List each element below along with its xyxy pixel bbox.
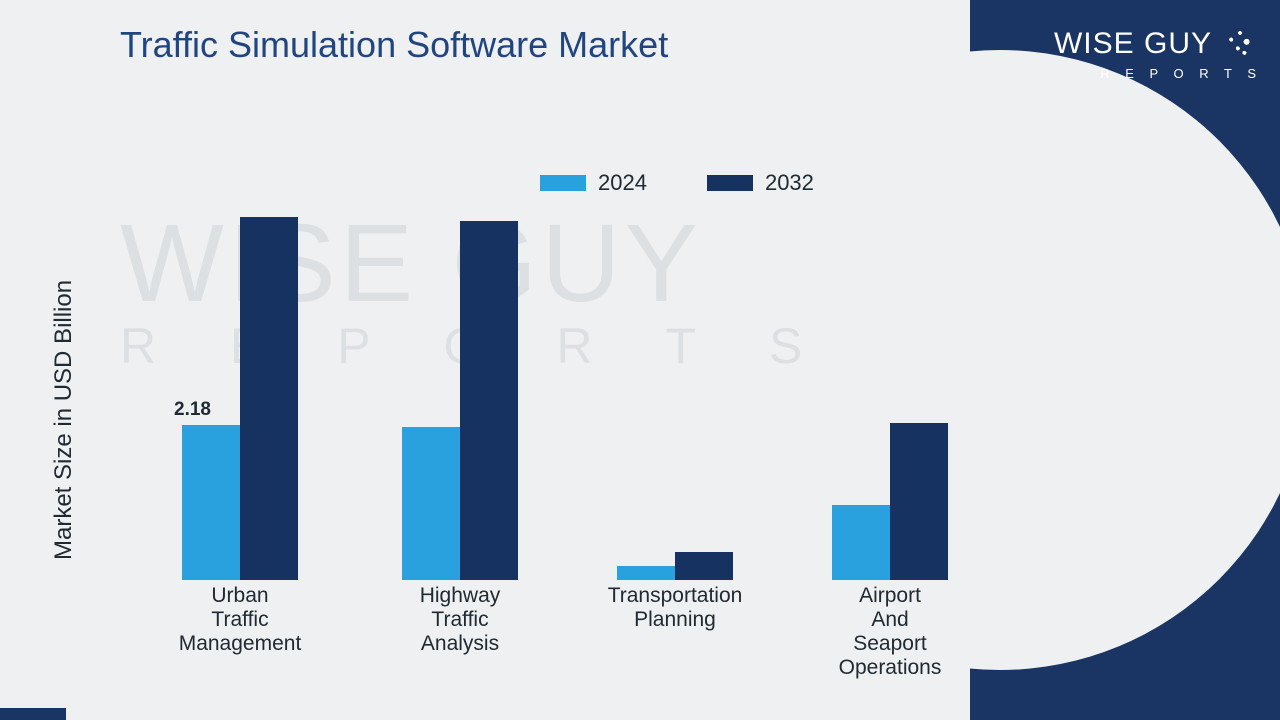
bar-group: [800, 423, 980, 580]
chart-legend: 2024 2032: [540, 170, 814, 196]
bar-2024: [832, 505, 890, 580]
legend-label-2032: 2032: [765, 170, 814, 196]
legend-item-2032: 2032: [707, 170, 814, 196]
bar-2032: [675, 552, 733, 580]
bar-2032: [890, 423, 948, 580]
x-axis-category-label: HighwayTrafficAnalysis: [370, 584, 550, 656]
legend-item-2024: 2024: [540, 170, 647, 196]
logo-text-main: WISE GUY: [1054, 27, 1212, 61]
y-axis-label: Market Size in USD Billion: [50, 280, 78, 560]
chart-title: Traffic Simulation Software Market: [120, 24, 668, 66]
bar-2032: [240, 217, 298, 580]
bar-group: 2.18: [150, 217, 330, 580]
bar-2024: [182, 425, 240, 580]
bar-group: [585, 552, 765, 580]
chart-plot-area: 2.18: [130, 210, 1000, 580]
brand-logo: WISE GUY R E P O R T S: [1054, 22, 1262, 81]
legend-label-2024: 2024: [598, 170, 647, 196]
legend-swatch-2024: [540, 175, 586, 191]
bar-2024: [402, 427, 460, 580]
x-axis-category-label: AirportAndSeaportOperations: [800, 584, 980, 681]
x-axis-labels: UrbanTrafficManagement HighwayTrafficAnal…: [130, 584, 1000, 694]
logo-text-sub: R E P O R T S: [1054, 66, 1262, 81]
bar-value-label: 2.18: [174, 399, 211, 421]
x-axis-category-label: TransportationPlanning: [585, 584, 765, 632]
x-axis-category-label: UrbanTrafficManagement: [150, 584, 330, 656]
bar-group: [370, 221, 550, 580]
bottom-accent-bar: [0, 708, 66, 720]
bar-2024: [617, 566, 675, 580]
bar-2032: [460, 221, 518, 580]
legend-swatch-2032: [707, 175, 753, 191]
right-accent-panel: [970, 0, 1280, 720]
logo-head-icon: [1218, 22, 1262, 66]
